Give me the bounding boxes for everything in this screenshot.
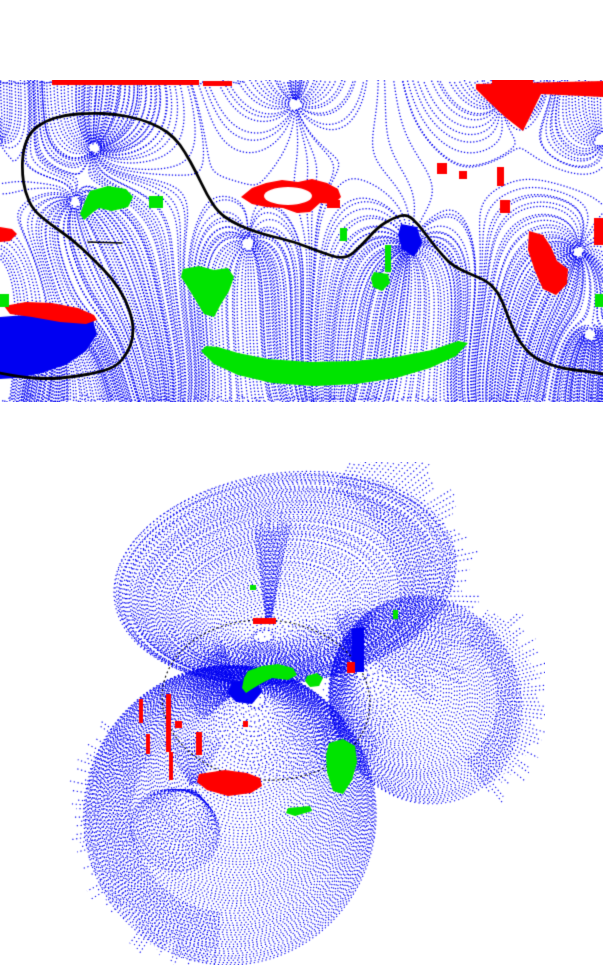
map-projection-canvas: [0, 80, 603, 402]
sphere-projection-panel: [50, 462, 545, 965]
map-projection-panel: [0, 80, 603, 405]
sphere-projection-canvas: [50, 462, 545, 965]
